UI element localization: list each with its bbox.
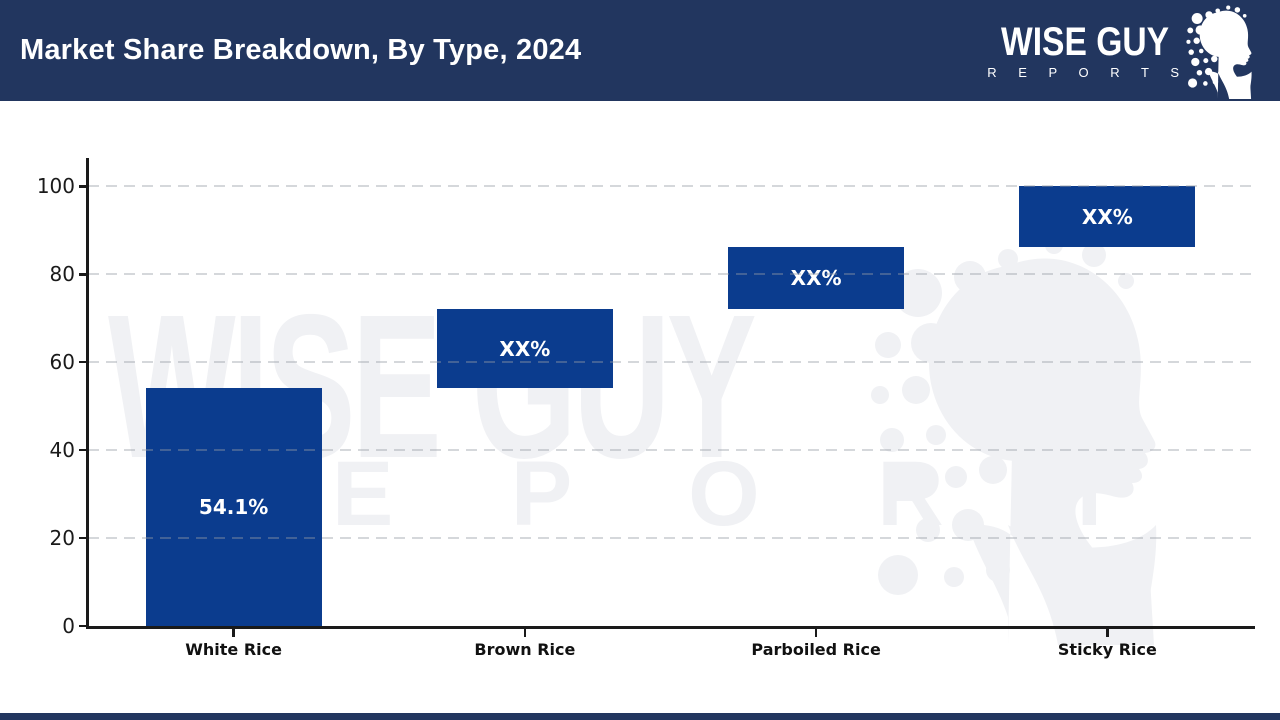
y-tick-mark (79, 536, 88, 540)
x-category-label: White Rice (185, 640, 282, 659)
x-category-label: Brown Rice (474, 640, 576, 659)
y-tick-label: 100 (36, 174, 75, 199)
y-axis-line (86, 158, 89, 628)
bar-segment: XX% (436, 309, 613, 389)
y-tick-mark (79, 624, 88, 628)
brand-logo: WISE GUY R E P O R T S (981, 3, 1280, 99)
x-tick-mark (1106, 628, 1109, 637)
x-tick-mark (814, 628, 818, 637)
y-tick-mark (79, 448, 88, 452)
bar-value-label: XX% (790, 266, 842, 291)
brand-subtitle: R E P O R T S (987, 64, 1188, 80)
bar-value-label: XX% (499, 336, 551, 361)
y-tick-label: 0 (62, 614, 75, 638)
brand-logo-text: WISE GUY R E P O R T S (981, 22, 1188, 80)
bar-value-label: XX% (1081, 204, 1133, 229)
x-category-label: Sticky Rice (1057, 640, 1157, 659)
x-axis-line (86, 626, 1255, 629)
page-title: Market Share Breakdown, By Type, 2024 (20, 34, 582, 66)
y-tick-label: 80 (49, 262, 75, 287)
brand-name: WISE GUY (1000, 19, 1169, 64)
x-tick-mark (523, 628, 527, 637)
bar-segment: XX% (728, 247, 905, 310)
gridline (88, 537, 1253, 540)
gridline (88, 361, 1253, 364)
footer-bar (0, 713, 1280, 720)
header-bar: Market Share Breakdown, By Type, 2024 WI… (0, 0, 1280, 101)
y-tick-label: 20 (49, 526, 75, 551)
y-tick-mark (79, 360, 88, 364)
y-tick-mark (79, 185, 88, 188)
y-tick-mark (79, 273, 88, 276)
y-tick-label: 60 (49, 350, 75, 375)
gridline (88, 185, 1253, 188)
bar-segment: 54.1% (145, 388, 322, 626)
gridline (88, 273, 1253, 276)
x-tick-mark (232, 628, 235, 637)
y-tick-label: 40 (49, 438, 75, 463)
bar-value-label: 54.1% (198, 495, 269, 520)
bar-segment: XX% (1019, 186, 1196, 248)
x-category-label: Parboiled Rice (751, 640, 881, 659)
gridline (88, 449, 1253, 452)
